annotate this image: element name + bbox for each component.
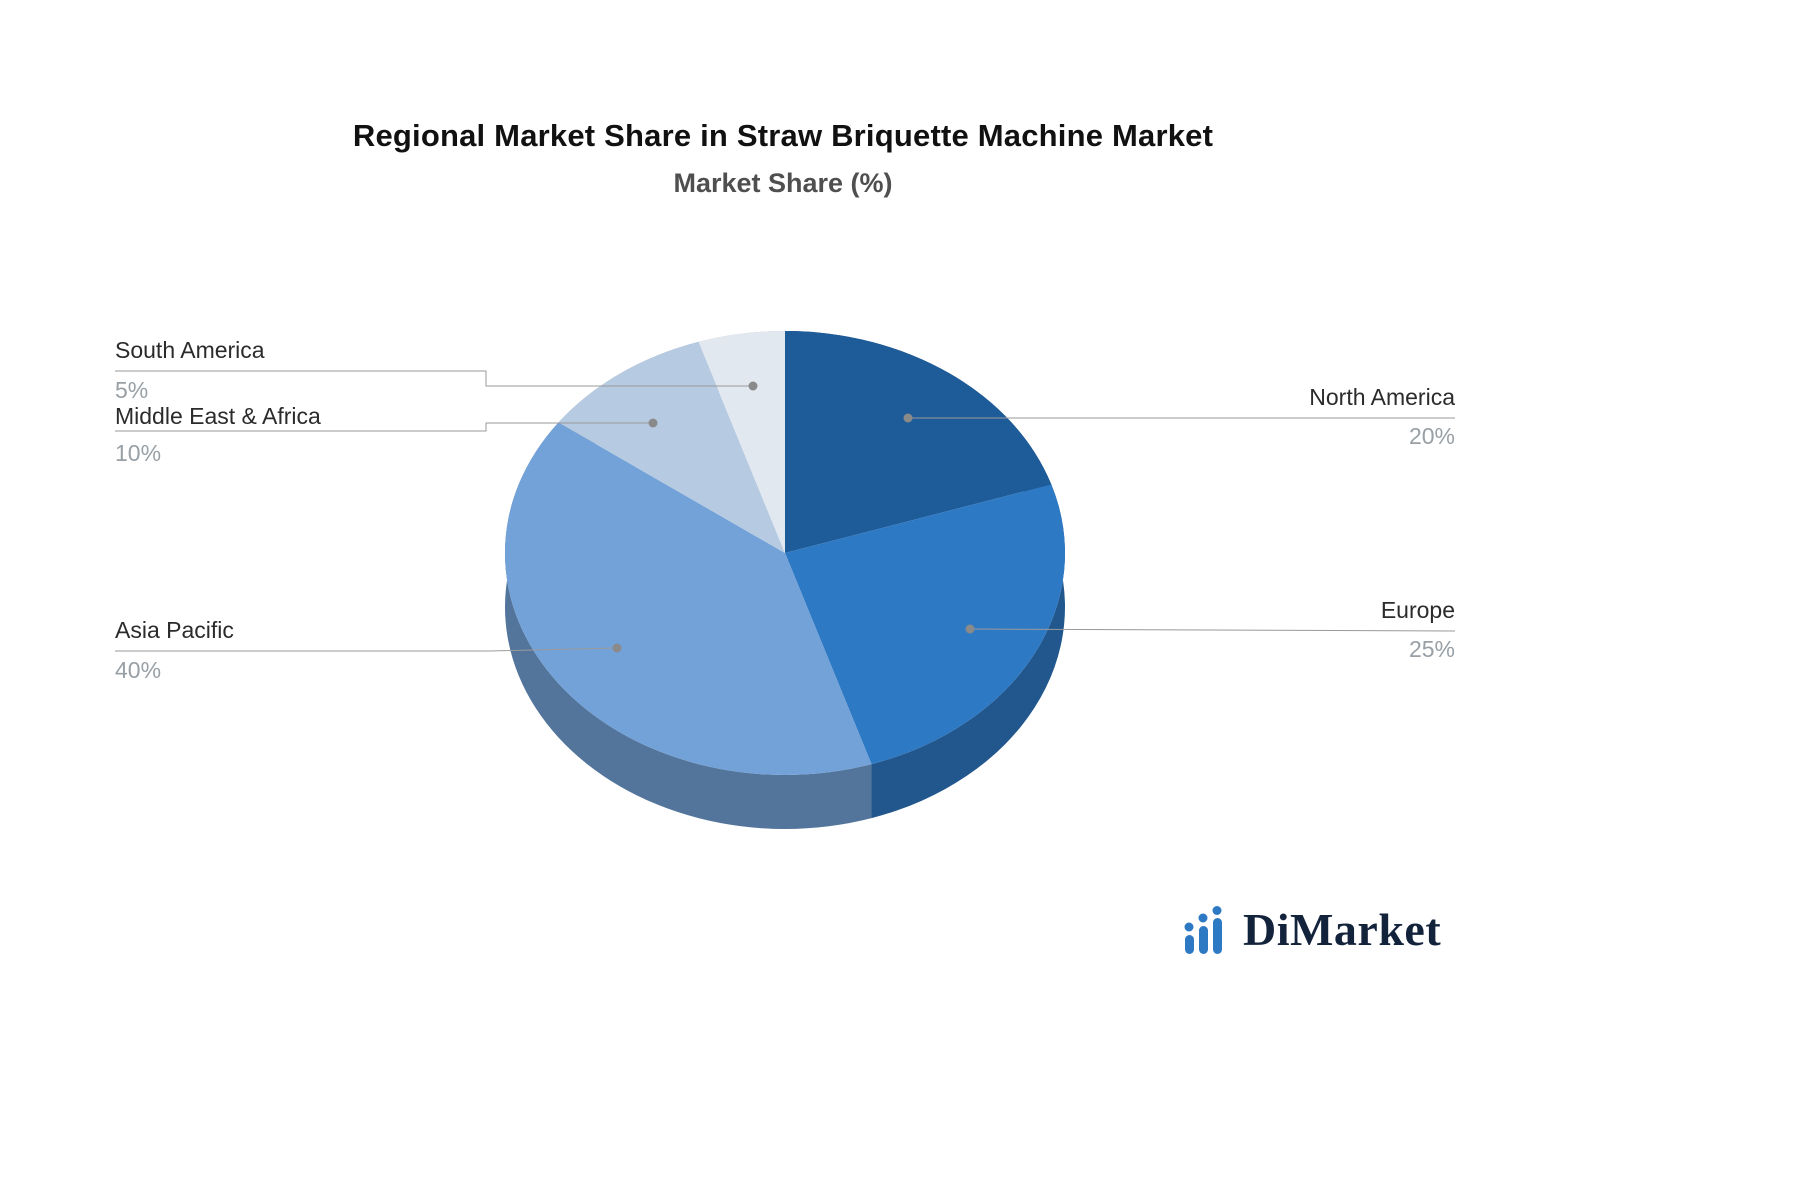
leader-line-asia-pacific bbox=[115, 647, 618, 652]
leader-line-south-america bbox=[115, 370, 753, 387]
leader-line-middle-east-africa bbox=[115, 422, 653, 432]
leader-dot-north-america bbox=[903, 413, 913, 423]
pie-slice-side-asia-pacific bbox=[505, 422, 872, 829]
brand-name: DiMarket bbox=[1243, 904, 1442, 955]
brand-logo: DiMarket bbox=[1183, 903, 1441, 956]
leader-dot-south-america bbox=[748, 381, 758, 391]
pie-slice-europe[interactable] bbox=[785, 484, 1065, 765]
leader-line-europe bbox=[969, 628, 1456, 632]
pie-slice-side-europe bbox=[871, 484, 1065, 819]
dimarket-icon bbox=[1184, 905, 1222, 954]
pie-slice-asia-pacific[interactable] bbox=[505, 422, 872, 775]
pie-slice-north-america[interactable] bbox=[785, 331, 1052, 553]
leader-dot-europe bbox=[965, 624, 975, 634]
leader-dot-middle-east-africa bbox=[648, 418, 658, 428]
leader-dot-asia-pacific bbox=[612, 643, 622, 653]
pie-slice-middle-east-africa[interactable] bbox=[558, 341, 785, 553]
